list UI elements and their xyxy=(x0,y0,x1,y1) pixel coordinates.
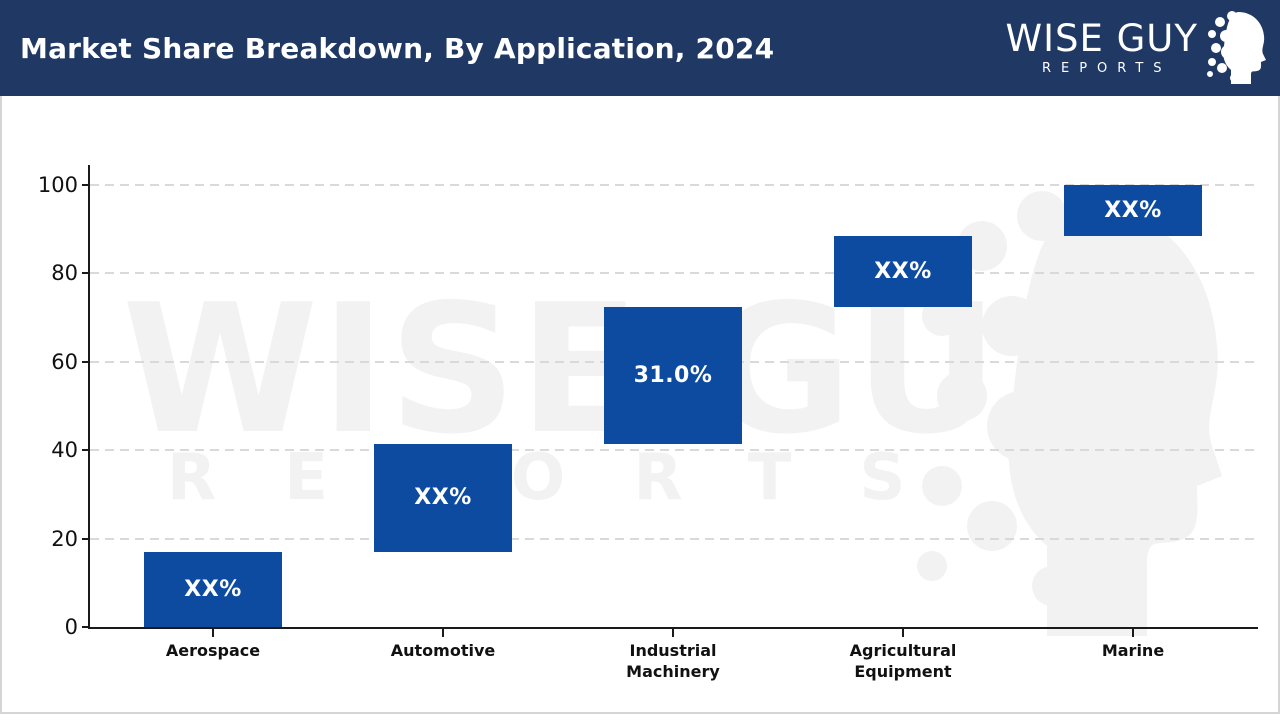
chart-card: WISE GUY REPORTS 0 20 40 60 80 100 XX% Aerospac… xyxy=(0,96,1280,714)
y-tick-mark xyxy=(82,272,90,275)
y-tick-label: 100 xyxy=(37,173,78,197)
bar-value-label: 31.0% xyxy=(633,362,713,388)
y-tick-label: 40 xyxy=(51,438,78,463)
page-title: Market Share Breakdown, By Application, … xyxy=(20,31,775,65)
y-tick-label: 80 xyxy=(51,261,78,286)
bar: XX% xyxy=(374,443,512,552)
y-tick-mark xyxy=(82,360,90,363)
brand-logo-text: WISE GUY REPORTS xyxy=(1006,20,1198,76)
gridline xyxy=(90,449,1258,452)
bar-value-label: XX% xyxy=(874,258,932,284)
head-profile-icon xyxy=(1204,8,1266,88)
y-tick-label: 20 xyxy=(51,526,78,551)
header-bar: Market Share Breakdown, By Application, … xyxy=(0,0,1280,96)
bar: 31.0% xyxy=(604,306,742,444)
y-tick-mark xyxy=(82,184,90,186)
y-tick-mark xyxy=(82,626,90,628)
bar: XX% xyxy=(834,235,972,307)
brand-name: WISE GUY xyxy=(1005,17,1198,60)
y-tick-label: 60 xyxy=(51,349,78,374)
gridline xyxy=(90,537,1258,540)
watermark-head-graphic xyxy=(902,166,1222,640)
x-tick-mark xyxy=(1132,629,1134,637)
y-tick-label: 0 xyxy=(64,615,78,639)
x-axis-category-label: Aerospace xyxy=(165,641,261,660)
y-axis-line xyxy=(88,165,90,629)
bar-value-label: XX% xyxy=(414,485,472,511)
watermark-text-secondary: REPORTS xyxy=(167,441,974,515)
gridline xyxy=(90,272,1258,275)
brand-logo: WISE GUY REPORTS xyxy=(1006,8,1280,88)
x-tick-mark xyxy=(212,629,214,637)
bar-value-label: XX% xyxy=(184,576,242,602)
x-tick-mark xyxy=(672,629,674,637)
x-axis-category-label: Automotive xyxy=(390,641,496,660)
bar: XX% xyxy=(144,551,282,627)
gridline xyxy=(90,184,1258,186)
bar: XX% xyxy=(1064,185,1202,236)
y-tick-mark xyxy=(82,449,90,452)
x-tick-mark xyxy=(442,629,444,637)
x-tick-mark xyxy=(902,629,904,637)
y-tick-mark xyxy=(82,537,90,540)
bar-value-label: XX% xyxy=(1104,197,1162,223)
x-axis-category-label: Agricultural Equipment xyxy=(849,641,957,681)
brand-subname: REPORTS xyxy=(1041,61,1172,76)
x-axis-category-label: Marine xyxy=(1101,641,1165,660)
x-axis-category-label: Industrial Machinery xyxy=(626,641,720,681)
x-axis-line xyxy=(88,627,1258,629)
